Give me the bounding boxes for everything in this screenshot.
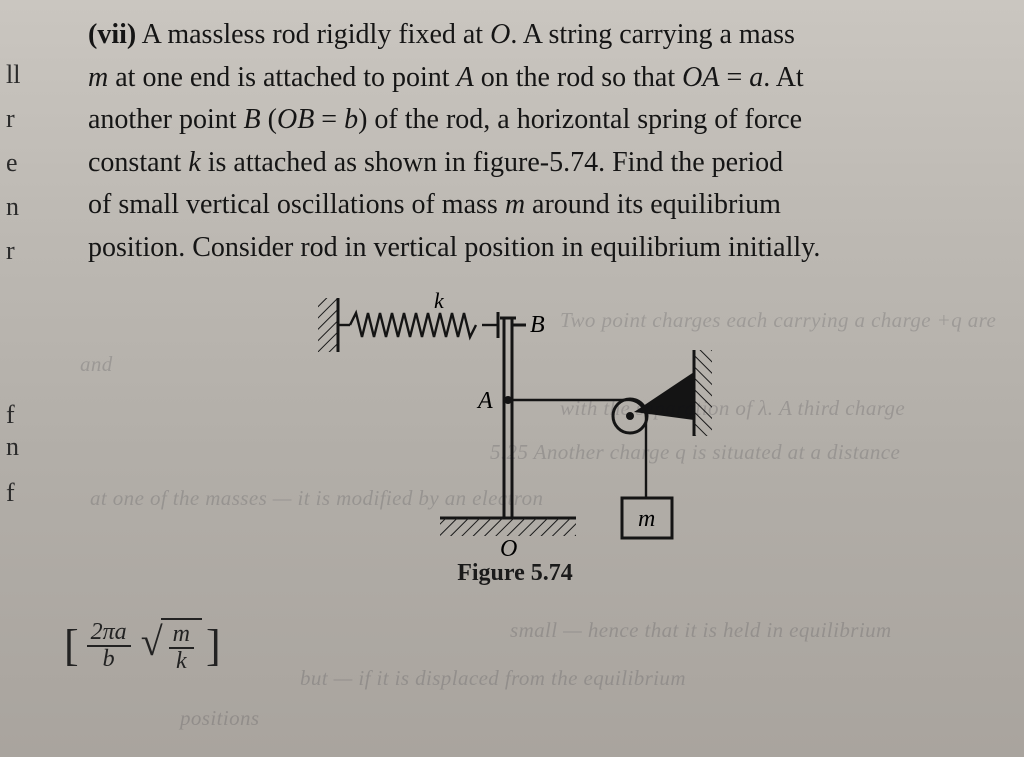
var-A: A (457, 62, 474, 93)
wall-left (318, 298, 338, 352)
spring (338, 313, 498, 337)
text: position. Consider rod in vertical posit… (88, 232, 820, 263)
var-B: B (244, 104, 261, 135)
fraction-2pia-over-b: 2πa b (87, 620, 131, 672)
text: of small vertical oscillations of mass (88, 189, 505, 220)
ground (440, 518, 576, 536)
mass-block: m (622, 498, 672, 538)
text: another point (88, 104, 244, 135)
label-k: k (434, 290, 445, 313)
margin-frag: n (6, 192, 19, 222)
pulley (613, 350, 712, 436)
ghost-line: and (80, 352, 113, 377)
ghost-line: with the separation of λ. A third charge (560, 396, 905, 421)
bracket-close: ] (202, 624, 225, 668)
ghost-line: positions (180, 706, 259, 731)
label-m: m (638, 506, 655, 532)
var-m: m (505, 189, 525, 220)
ghost-line: small — hence that it is held in equilib… (510, 618, 892, 643)
margin-frag: n (6, 432, 19, 462)
figure-caption: Figure 5.74 (300, 560, 730, 587)
denominator: b (99, 647, 119, 672)
left-margin-fragments: ll r e n r f n f (0, 0, 50, 757)
label-B: B (530, 312, 545, 338)
margin-frag: ll (6, 60, 20, 90)
numerator: m (169, 622, 194, 647)
var-O: O (490, 19, 510, 50)
margin-frag: r (6, 236, 15, 266)
text: on the rod so that (474, 62, 682, 93)
var-a: a (749, 62, 763, 93)
answer-expression: [ 2πa b √ m k ] (60, 618, 225, 674)
text: . At (763, 62, 803, 93)
var-k: k (188, 147, 200, 178)
problem-label: (vii) (88, 19, 136, 50)
point-A (504, 396, 512, 404)
denominator: k (172, 649, 191, 674)
page: ll r e n r f n f (vii) A massless rod ri… (0, 0, 1024, 757)
var-OB: OB (277, 104, 314, 135)
text: is attached as shown in figure-5.74. Fin… (201, 147, 783, 178)
margin-frag: e (6, 148, 18, 178)
text: = (719, 62, 749, 93)
ghost-line: at one of the masses — it is modified by… (90, 486, 543, 511)
var-OA: OA (682, 62, 719, 93)
ghost-line: 5.25 Another charge q is situated at a d… (490, 440, 900, 465)
text: . A string carrying a mass (510, 19, 795, 50)
var-b: b (344, 104, 358, 135)
margin-frag: f (6, 478, 15, 508)
text: A massless rod rigidly fixed at (136, 19, 490, 50)
text: = (314, 104, 344, 135)
text: at one end is attached to point (108, 62, 456, 93)
margin-frag: r (6, 104, 15, 134)
text: constant (88, 147, 188, 178)
text: ( (261, 104, 277, 135)
problem-text: (vii) A massless rod rigidly fixed at O.… (88, 14, 968, 269)
var-m: m (88, 62, 108, 93)
label-A: A (476, 388, 493, 414)
text: around its equilibrium (525, 189, 781, 220)
ghost-line: but — if it is displaced from the equili… (300, 666, 686, 691)
ghost-line: Two point charges each carrying a charge… (560, 308, 996, 333)
bracket-open: [ (60, 624, 83, 668)
margin-frag: f (6, 400, 15, 430)
label-O: O (500, 536, 517, 560)
text: ) of the rod, a horizontal spring of for… (358, 104, 802, 135)
sqrt-m-over-k: √ m k (141, 618, 202, 674)
numerator: 2πa (87, 620, 131, 645)
